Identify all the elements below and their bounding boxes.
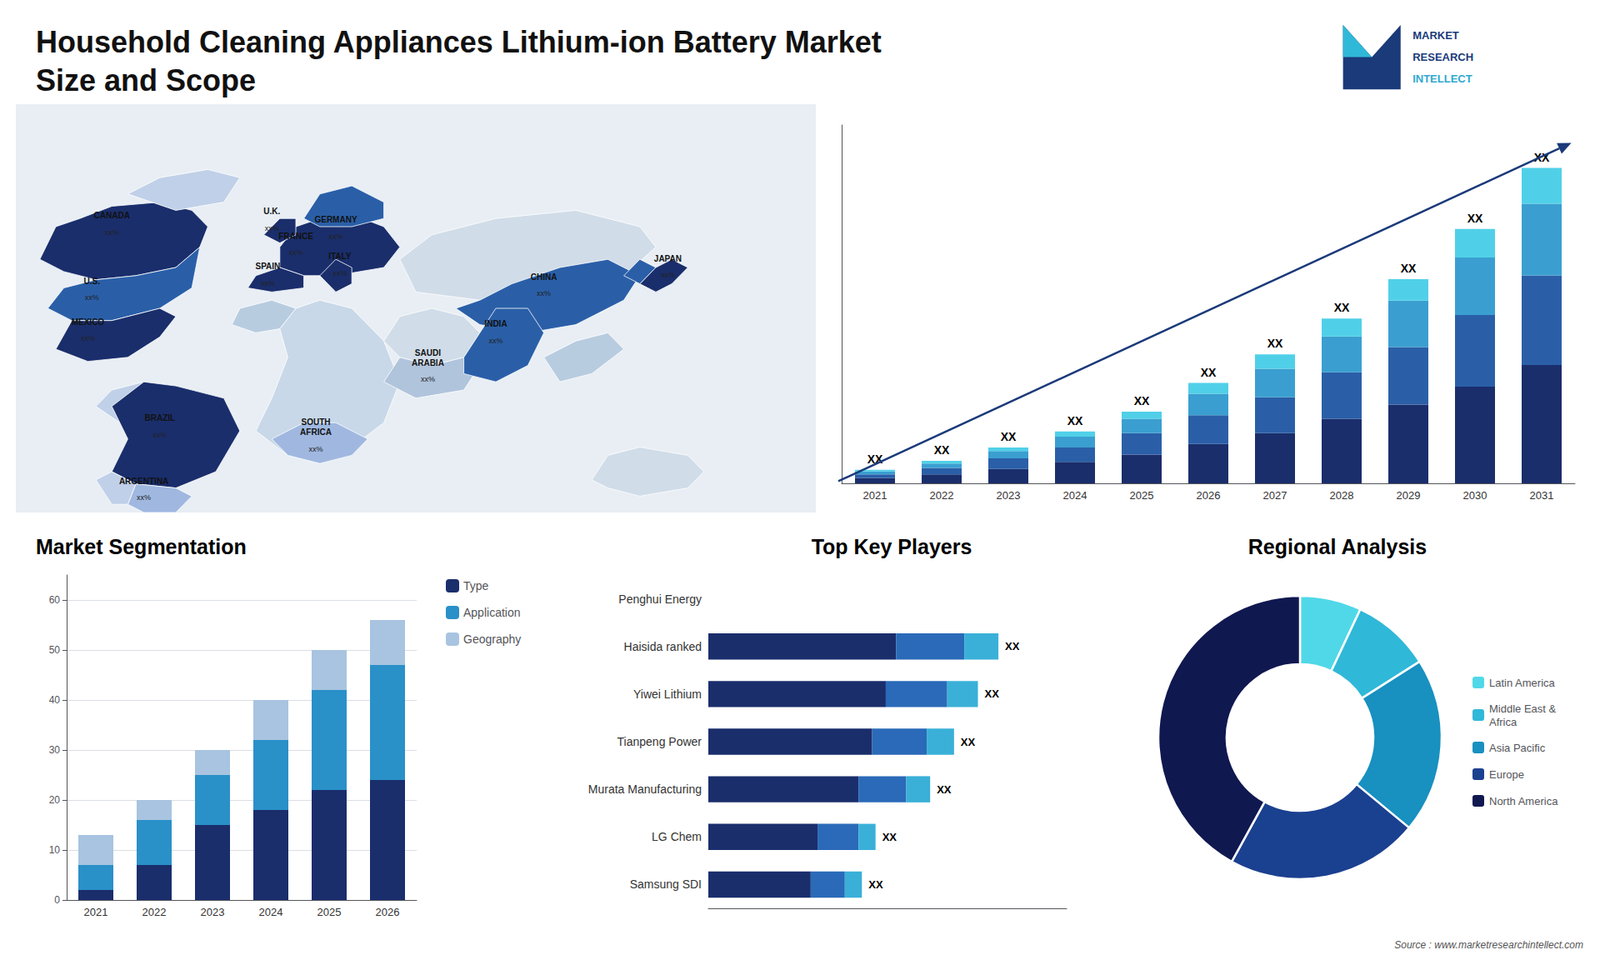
svg-text:XX: XX	[1334, 300, 1350, 315]
svg-text:XX: XX	[868, 878, 884, 891]
svg-text:2030: 2030	[1463, 489, 1488, 502]
svg-text:ITALY: ITALY	[328, 251, 352, 261]
svg-text:2021: 2021	[863, 489, 888, 502]
svg-text:30: 30	[49, 744, 61, 756]
svg-text:INTELLECT: INTELLECT	[1412, 72, 1473, 85]
svg-text:SPAIN: SPAIN	[255, 261, 280, 271]
svg-text:XX: XX	[960, 735, 976, 749]
svg-text:Type: Type	[463, 579, 490, 593]
svg-text:Regional Analysis: Regional Analysis	[1248, 535, 1427, 559]
svg-text:60: 60	[49, 594, 61, 606]
svg-text:0: 0	[54, 894, 60, 906]
svg-text:Penghui Energy: Penghui Energy	[618, 592, 702, 606]
svg-text:2023: 2023	[996, 489, 1021, 502]
svg-text:XX: XX	[882, 830, 898, 844]
svg-text:2031: 2031	[1530, 489, 1555, 502]
svg-text:xx%: xx%	[660, 270, 675, 280]
svg-text:xx%: xx%	[308, 445, 323, 454]
svg-text:2022: 2022	[142, 905, 167, 919]
svg-text:FRANCE: FRANCE	[278, 231, 314, 241]
svg-text:2025: 2025	[317, 905, 342, 919]
svg-text:2024: 2024	[259, 905, 284, 919]
svg-text:XX: XX	[934, 443, 950, 457]
svg-text:CANADA: CANADA	[94, 210, 130, 220]
svg-text:North America: North America	[1489, 795, 1559, 808]
svg-text:xx%: xx%	[260, 279, 275, 288]
svg-text:40: 40	[49, 694, 61, 706]
svg-text:Middle East &: Middle East &	[1489, 702, 1557, 715]
svg-text:2025: 2025	[1130, 489, 1155, 502]
svg-text:Samsung SDI: Samsung SDI	[630, 877, 702, 891]
svg-text:Size and Scope: Size and Scope	[35, 63, 256, 98]
svg-text:ARGENTINA: ARGENTINA	[119, 476, 169, 486]
svg-text:MEXICO: MEXICO	[71, 317, 105, 327]
svg-text:RESEARCH: RESEARCH	[1412, 50, 1474, 64]
svg-text:XX: XX	[936, 783, 952, 796]
svg-text:2026: 2026	[1196, 489, 1221, 502]
svg-text:BRAZIL: BRAZIL	[144, 413, 175, 423]
svg-text:XX: XX	[1000, 430, 1017, 444]
svg-text:2022: 2022	[930, 489, 955, 502]
svg-text:Africa: Africa	[1489, 715, 1518, 729]
svg-text:2023: 2023	[200, 905, 225, 919]
svg-text:Tianpeng Power: Tianpeng Power	[617, 735, 703, 749]
svg-text:xx%: xx%	[420, 375, 435, 384]
svg-text:2021: 2021	[84, 905, 109, 919]
svg-text:2024: 2024	[1063, 489, 1088, 502]
svg-text:Europe: Europe	[1489, 768, 1525, 781]
svg-text:LG Chem: LG Chem	[651, 830, 702, 844]
svg-text:xx%: xx%	[288, 248, 303, 257]
svg-text:XX: XX	[985, 687, 1000, 700]
svg-text:XX: XX	[1533, 150, 1550, 164]
svg-text:Yiwei Lithium: Yiwei Lithium	[633, 687, 702, 701]
svg-text:10: 10	[49, 844, 61, 856]
svg-text:xx%: xx%	[328, 232, 343, 241]
svg-text:Market Segmentation: Market Segmentation	[35, 535, 247, 559]
svg-text:MARKET: MARKET	[1412, 29, 1460, 42]
svg-text:U.K.: U.K.	[263, 206, 280, 216]
svg-text:Source : www.marketresearchint: Source : www.marketresearchintellect.com	[1394, 939, 1584, 951]
svg-text:CHINA: CHINA	[530, 272, 558, 282]
svg-text:GERMANY: GERMANY	[314, 215, 357, 225]
svg-text:xx%: xx%	[536, 289, 551, 298]
svg-text:xx%: xx%	[136, 493, 151, 502]
svg-text:2027: 2027	[1263, 489, 1288, 502]
svg-text:xx%: xx%	[265, 224, 280, 233]
svg-text:xx%: xx%	[105, 228, 120, 237]
svg-text:XX: XX	[1400, 261, 1417, 275]
svg-text:SOUTH: SOUTH	[301, 417, 331, 427]
svg-text:Geography: Geography	[463, 632, 521, 646]
svg-text:XX: XX	[1005, 640, 1020, 653]
svg-text:Household Cleaning Appliances: Household Cleaning Appliances Lithium-io…	[35, 25, 882, 60]
svg-text:xx%: xx%	[152, 430, 167, 440]
svg-text:Top Key Players: Top Key Players	[811, 535, 973, 559]
svg-text:Murata Manufacturing: Murata Manufacturing	[588, 782, 702, 796]
svg-text:Application: Application	[463, 605, 521, 620]
svg-text:2029: 2029	[1396, 489, 1421, 502]
svg-text:XX: XX	[1067, 414, 1084, 428]
svg-text:xx%: xx%	[85, 293, 100, 302]
svg-text:XX: XX	[1200, 365, 1217, 380]
svg-text:U.S.: U.S.	[83, 276, 100, 286]
svg-text:JAPAN: JAPAN	[654, 254, 682, 264]
svg-text:INDIA: INDIA	[484, 319, 507, 329]
svg-text:SAUDI: SAUDI	[415, 348, 441, 358]
svg-text:20: 20	[49, 794, 61, 806]
svg-text:xx%: xx%	[332, 269, 347, 278]
svg-text:xx%: xx%	[488, 336, 503, 345]
svg-text:50: 50	[49, 644, 61, 656]
svg-text:ARABIA: ARABIA	[411, 358, 445, 368]
svg-text:Asia Pacific: Asia Pacific	[1489, 741, 1546, 755]
svg-text:2028: 2028	[1330, 489, 1355, 502]
svg-text:AFRICA: AFRICA	[300, 427, 332, 437]
svg-text:xx%: xx%	[80, 334, 95, 343]
svg-text:XX: XX	[1134, 394, 1150, 408]
svg-text:XX: XX	[1467, 211, 1484, 225]
svg-text:XX: XX	[867, 452, 883, 466]
svg-text:Latin America: Latin America	[1489, 676, 1556, 690]
svg-text:XX: XX	[1267, 336, 1284, 350]
svg-text:2026: 2026	[375, 905, 400, 919]
svg-text:Haisida ranked: Haisida ranked	[624, 640, 702, 654]
